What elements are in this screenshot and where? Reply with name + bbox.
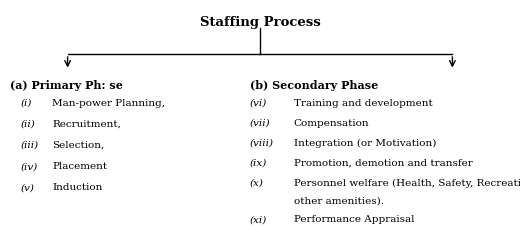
Text: (iv): (iv) xyxy=(21,162,38,171)
Text: Compensation: Compensation xyxy=(294,119,369,128)
Text: Placement: Placement xyxy=(52,162,107,171)
Text: (a) Primary Ph: se: (a) Primary Ph: se xyxy=(10,80,123,91)
Text: Integration (or Motivation): Integration (or Motivation) xyxy=(294,139,436,148)
Text: Recruitment,: Recruitment, xyxy=(52,120,121,129)
Text: (ix): (ix) xyxy=(250,159,267,168)
Text: Man-power Planning,: Man-power Planning, xyxy=(52,99,165,108)
Text: (viii): (viii) xyxy=(250,139,274,148)
Text: Induction: Induction xyxy=(52,183,102,192)
Text: Performance Appraisal: Performance Appraisal xyxy=(294,215,414,224)
Text: (b) Secondary Phase: (b) Secondary Phase xyxy=(250,80,378,91)
Text: Staffing Process: Staffing Process xyxy=(200,16,320,29)
Text: (iii): (iii) xyxy=(21,141,39,150)
Text: (v): (v) xyxy=(21,183,35,192)
Text: Personnel welfare (Health, Safety, Recreation and: Personnel welfare (Health, Safety, Recre… xyxy=(294,179,520,188)
Text: (vi): (vi) xyxy=(250,99,267,108)
Text: other amenities).: other amenities). xyxy=(294,196,384,205)
Text: Training and development: Training and development xyxy=(294,99,433,108)
Text: (i): (i) xyxy=(21,99,32,108)
Text: (x): (x) xyxy=(250,179,264,188)
Text: Promotion, demotion and transfer: Promotion, demotion and transfer xyxy=(294,159,473,168)
Text: (ii): (ii) xyxy=(21,120,35,129)
Text: (vii): (vii) xyxy=(250,119,270,128)
Text: (xi): (xi) xyxy=(250,215,267,224)
Text: Selection,: Selection, xyxy=(52,141,104,150)
